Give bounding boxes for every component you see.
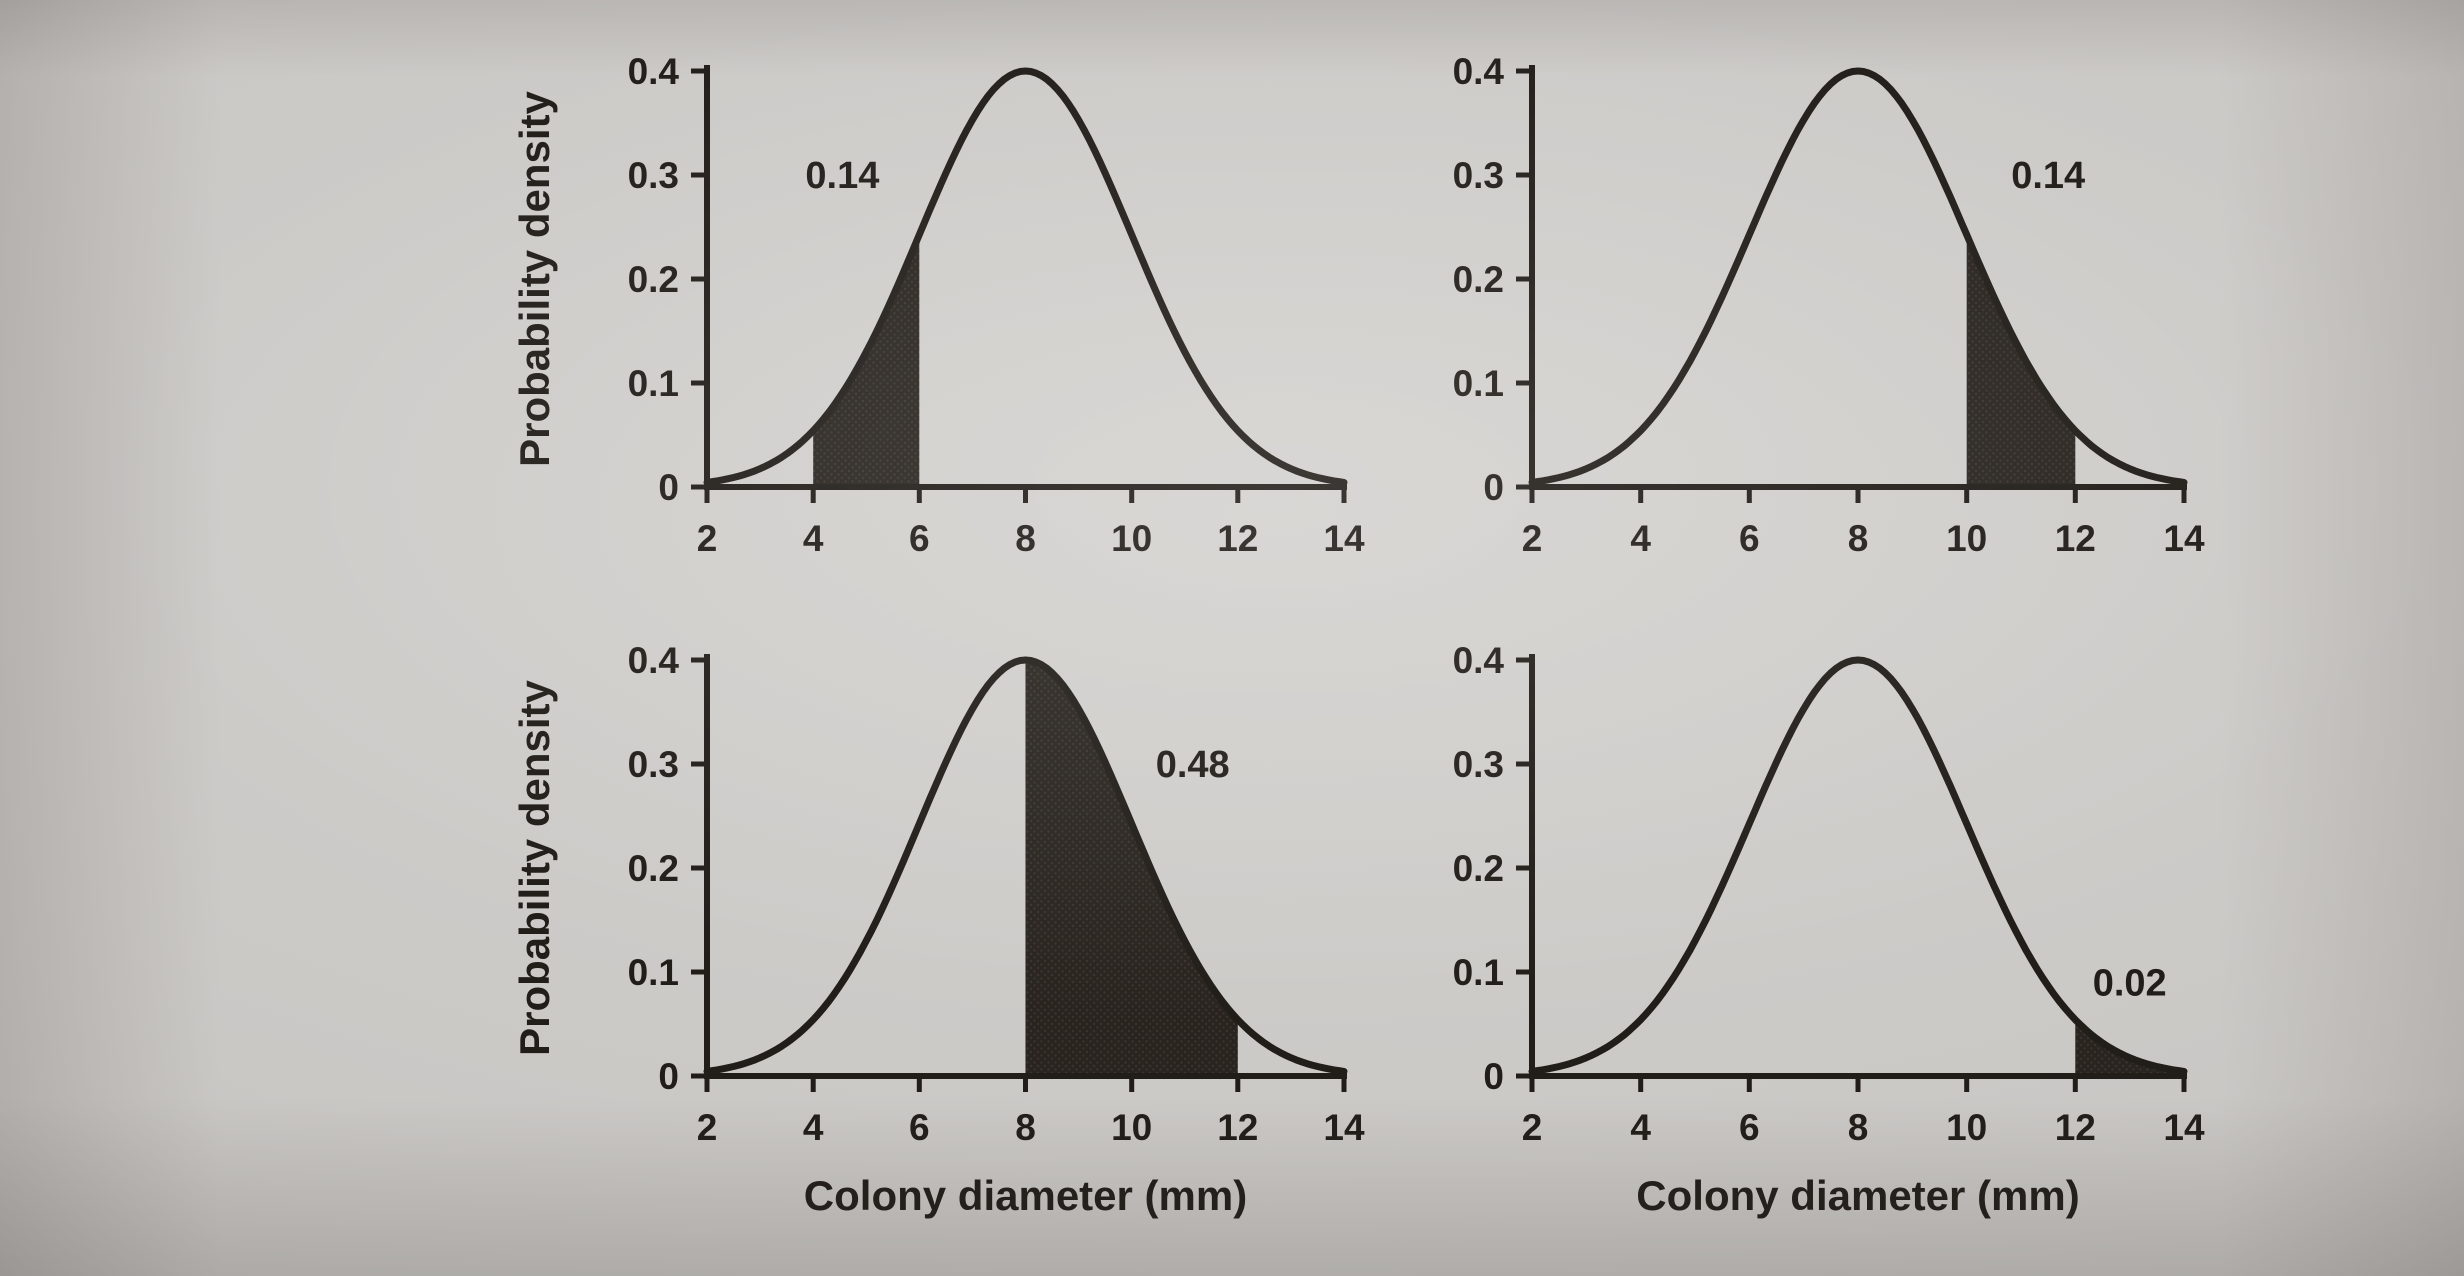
shaded-probability-area	[1025, 660, 1238, 1076]
y-tick-label: 0.4	[628, 640, 680, 681]
x-tick-label: 4	[1630, 518, 1651, 559]
x-tick-label: 14	[1323, 518, 1365, 559]
x-tick-label: 8	[1848, 1107, 1869, 1148]
shaded-probability-area	[2075, 1019, 2184, 1076]
x-tick-label: 14	[2163, 1107, 2205, 1148]
x-tick-label: 12	[2055, 1107, 2096, 1148]
y-axis-title: Probability density	[511, 679, 558, 1055]
x-tick-label: 4	[803, 518, 824, 559]
y-tick-label: 0	[658, 467, 679, 508]
probability-value-label: 0.14	[805, 155, 879, 197]
y-tick-label: 0.2	[628, 259, 679, 300]
axes	[1529, 654, 2187, 1079]
x-tick-label: 2	[1522, 1107, 1543, 1148]
y-tick-label: 0	[1483, 1056, 1504, 1097]
y-tick-label: 0.1	[628, 952, 679, 993]
x-tick-label: 8	[1015, 1107, 1036, 1148]
x-tick-label: 4	[1630, 1107, 1651, 1148]
y-tick-label: 0.4	[1453, 51, 1505, 92]
probability-value-label: 0.14	[2011, 155, 2085, 197]
x-tick-label: 10	[1946, 518, 1987, 559]
y-tick-label: 0.2	[628, 848, 679, 889]
axes	[704, 65, 1347, 490]
x-tick-label: 6	[909, 1107, 930, 1148]
x-tick-label: 8	[1848, 518, 1869, 559]
normal-density-curve	[703, 656, 1348, 1075]
x-tick-label: 8	[1015, 518, 1036, 559]
x-tick-label: 6	[1739, 518, 1760, 559]
normal-density-curve	[1528, 656, 2188, 1075]
x-tick-label: 2	[1522, 518, 1543, 559]
x-tick-label: 12	[1217, 1107, 1258, 1148]
x-tick-label: 10	[1111, 518, 1152, 559]
probability-value-label: 0.02	[2093, 962, 2167, 1004]
y-tick-label: 0	[1483, 467, 1504, 508]
y-axis-title: Probability density	[511, 90, 558, 466]
y-tick-label: 0.1	[628, 363, 679, 404]
y-tick-label: 0.3	[628, 744, 679, 785]
x-tick-label: 2	[697, 518, 718, 559]
x-tick-label: 14	[1323, 1107, 1365, 1148]
x-tick-label: 12	[1217, 518, 1258, 559]
y-tick-label: 0.3	[1453, 155, 1504, 196]
y-tick-label: 0.2	[1453, 848, 1504, 889]
x-tick-label: 10	[1946, 1107, 1987, 1148]
y-tick-label: 0.2	[1453, 259, 1504, 300]
x-axis-title: Colony diameter (mm)	[804, 1172, 1247, 1219]
x-tick-label: 2	[697, 1107, 718, 1148]
y-tick-label: 0.4	[1453, 640, 1505, 681]
x-tick-label: 6	[1739, 1107, 1760, 1148]
x-axis-title: Colony diameter (mm)	[1636, 1172, 2079, 1219]
normal-density-curve	[703, 67, 1348, 486]
x-tick-label: 4	[803, 1107, 824, 1148]
chart-top-right: 0 0.1 0.2 0.3 0.4 2 4 6 8 10 12 14 0.14	[1453, 51, 2205, 559]
x-tick-label: 6	[909, 518, 930, 559]
y-tick-label: 0.1	[1453, 363, 1504, 404]
chart-bottom-left: 0 0.1 0.2 0.3 0.4 2 4 6 8 10 12 14 0.48 Colony diamet…	[511, 640, 1365, 1219]
normal-density-curve	[1528, 67, 2188, 486]
y-tick-label: 0	[658, 1056, 679, 1097]
y-tick-label: 0.3	[1453, 744, 1504, 785]
x-tick-label: 14	[2163, 518, 2205, 559]
x-tick-label: 12	[2055, 518, 2096, 559]
chart-top-left: 0 0.1 0.2 0.3 0.4 2 4 6 8 10 12 14 0.14 Probability d…	[511, 51, 1365, 559]
x-tick-label: 10	[1111, 1107, 1152, 1148]
chart-bottom-right: 0 0.1 0.2 0.3 0.4 2 4 6 8 10 12 14 0.02 Colony diamet…	[1453, 640, 2205, 1219]
axes	[1529, 65, 2187, 490]
probability-value-label: 0.48	[1156, 744, 1230, 786]
y-tick-label: 0.3	[628, 155, 679, 196]
y-tick-label: 0.4	[628, 51, 680, 92]
y-tick-label: 0.1	[1453, 952, 1504, 993]
